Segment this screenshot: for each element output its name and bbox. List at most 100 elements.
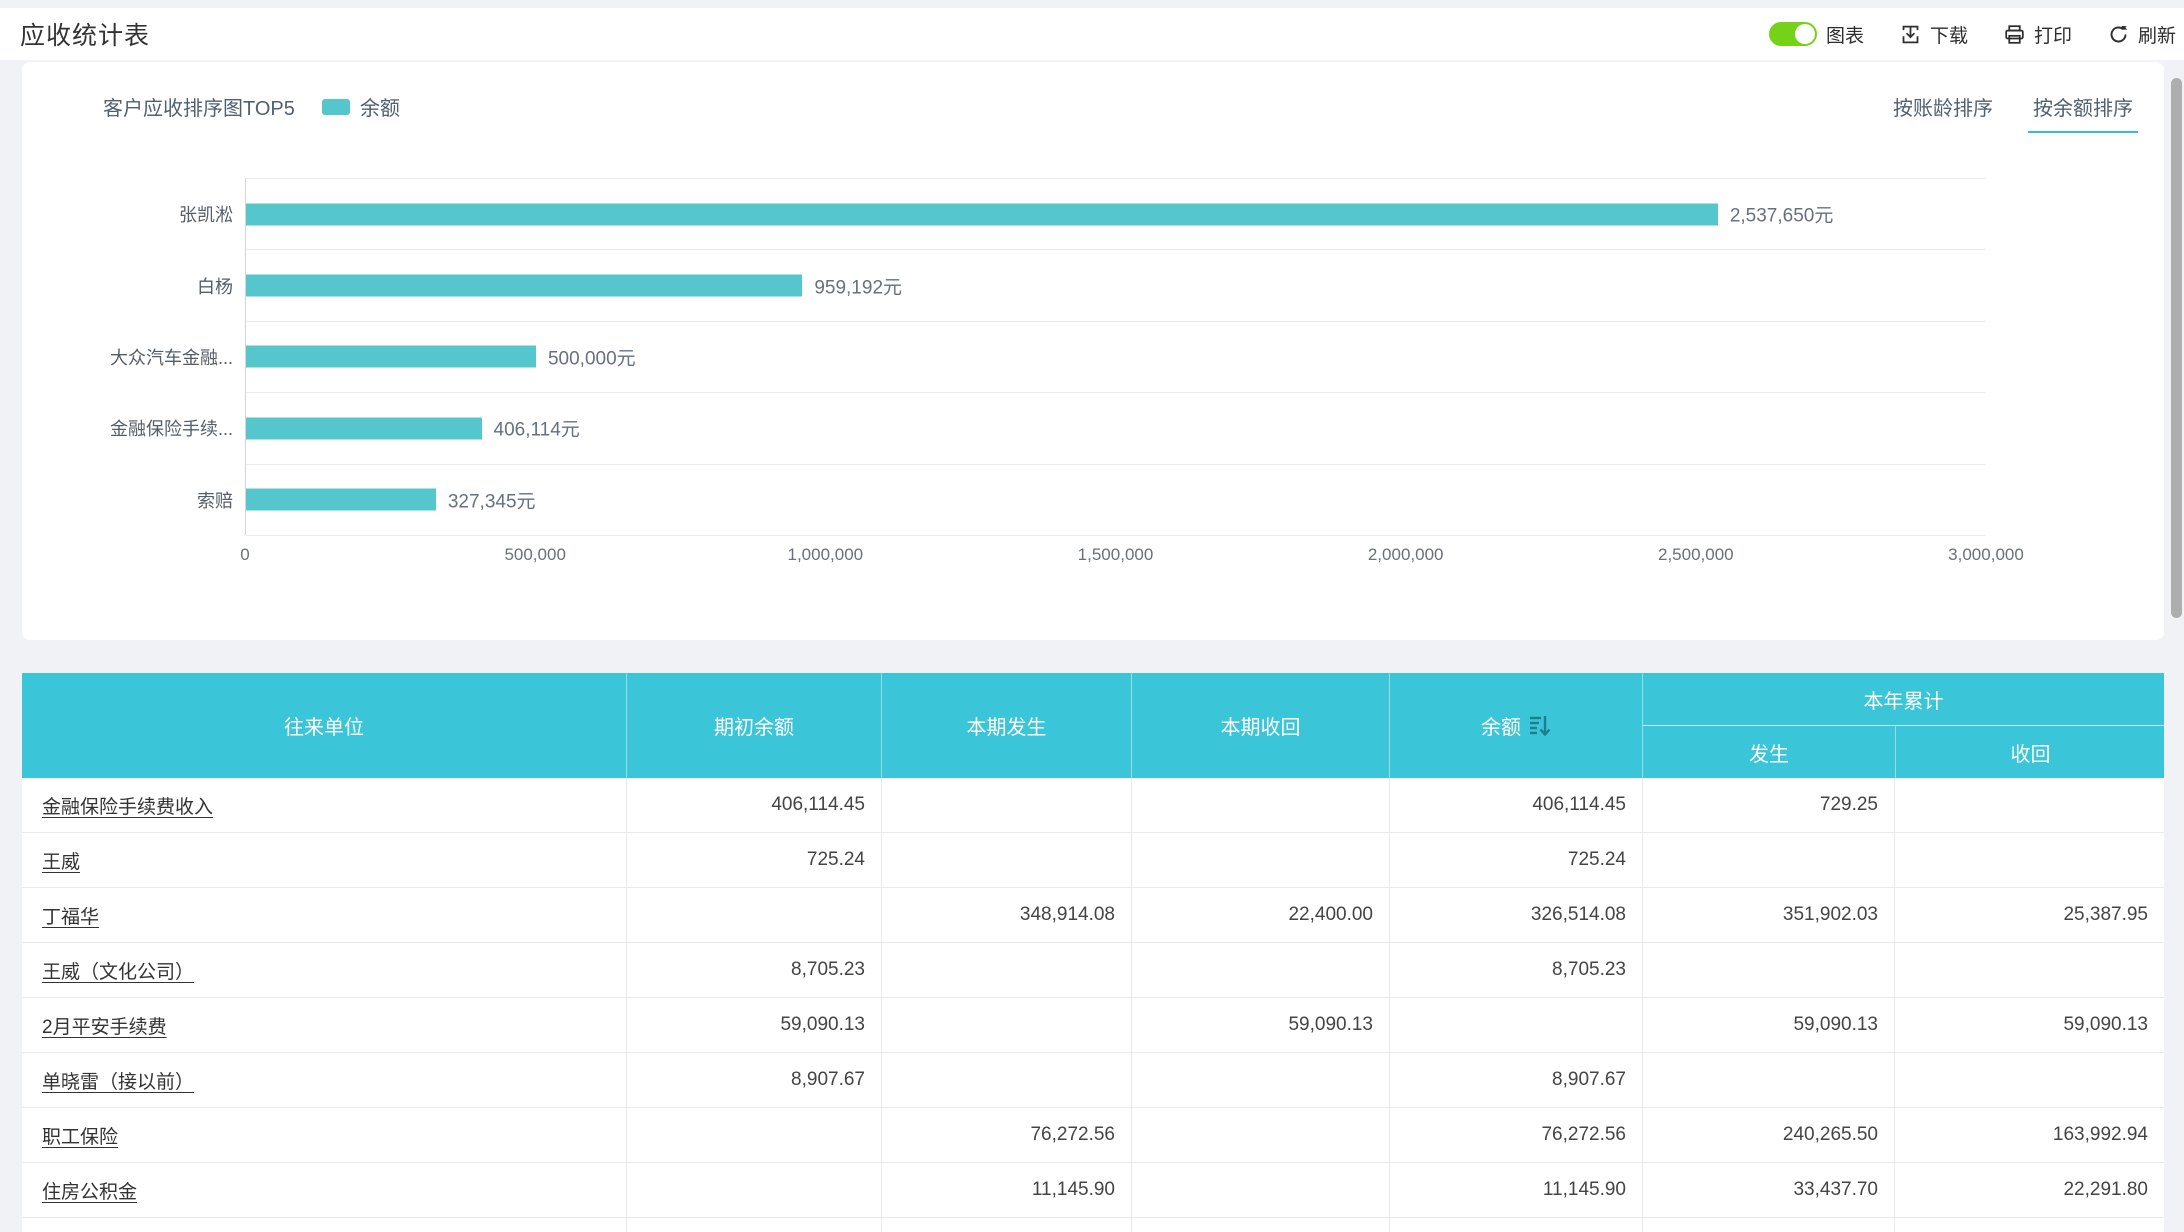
print-label: 打印 — [2033, 25, 2072, 47]
unit-link[interactable]: 丁福华 — [42, 906, 100, 928]
unit-link[interactable]: 职工保险 — [42, 1126, 119, 1148]
col-header-current-incurred: 本期发生 — [881, 673, 1131, 778]
x-axis: 0 500,000 1,000,000 1,500,000 2,000,000 … — [240, 545, 2024, 569]
bar — [246, 488, 436, 511]
cell-balance: 8,705.23 — [1389, 943, 1642, 997]
print-button[interactable]: 打印 — [2004, 21, 2072, 48]
x-axis-tick: 500,000 — [504, 545, 566, 564]
cell-current-recovered — [1131, 1163, 1389, 1217]
table-row: 单晓雷（接以前） 8,907.67 8,907.67 — [22, 1053, 2164, 1108]
cell-current-incurred: 348,914.08 — [881, 888, 1131, 942]
table-row: 金融保险手续费收入 406,114.45 406,114.45 729.25 — [22, 778, 2164, 833]
table-row: 住房公积金 11,145.90 11,145.90 33,437.70 22,2… — [22, 1163, 2164, 1218]
bar-row: 金融保险手续... 406,114元 — [110, 393, 1986, 465]
table-row: 王威（文化公司） 8,705.23 8,705.23 — [22, 943, 2164, 998]
cell-current-incurred — [881, 1053, 1131, 1107]
cell-year-recovered: 163,992.94 — [1894, 1108, 2164, 1162]
bar-value-label: 500,000元 — [547, 348, 636, 370]
chart-toggle-switch[interactable] — [1768, 22, 1817, 46]
category-label: 金融保险手续... — [109, 419, 233, 440]
category-label: 张凯淞 — [179, 205, 233, 226]
chart-sort-tabs: 按账龄排序 按余额排序 — [1888, 86, 2138, 133]
cell-current-incurred: 76,272.56 — [881, 1108, 1131, 1162]
col-header-balance-sortable[interactable]: 余额 — [1389, 673, 1642, 778]
cell-current-recovered — [1131, 943, 1389, 997]
cell-current-incurred — [881, 943, 1131, 997]
refresh-button[interactable]: 刷新 — [2108, 21, 2176, 48]
cell-year-incurred: 33,437.70 — [1642, 1163, 1894, 1217]
year-total-subheaders: 发生 收回 — [1643, 726, 2164, 778]
cell-current-recovered — [1131, 1108, 1389, 1162]
bar-row: 白杨 959,192元 — [197, 250, 1986, 322]
cell-opening-balance: 8,907.67 — [626, 1053, 881, 1107]
table-row: 王威 725.24 725.24 — [22, 833, 2164, 888]
category-label: 索赔 — [197, 490, 233, 511]
cell-current-incurred: 11,145.90 — [881, 1163, 1131, 1217]
category-label: 白杨 — [197, 276, 233, 297]
unit-link[interactable]: 住房公积金 — [42, 1181, 138, 1203]
col-header-year-recovered: 收回 — [1895, 726, 2164, 778]
bar — [246, 203, 1718, 226]
bar — [246, 274, 803, 297]
cell-year-recovered — [1894, 778, 2164, 832]
unit-link[interactable]: 王威 — [42, 851, 81, 873]
chart-toggle[interactable]: 图表 — [1768, 21, 1864, 48]
cell-year-incurred — [1642, 1053, 1894, 1107]
category-label: 大众汽车金融... — [109, 347, 233, 368]
unit-link[interactable]: 单晓雷（接以前） — [42, 1071, 195, 1093]
bar-value-label: 406,114元 — [493, 419, 580, 441]
col-group-year-total: 本年累计 发生 收回 — [1642, 673, 2164, 778]
cell-year-incurred: 351,902.03 — [1642, 888, 1894, 942]
cell-balance: 8,907.67 — [1389, 1053, 1642, 1107]
vertical-scrollbar-thumb[interactable] — [2171, 78, 2182, 618]
download-label: 下载 — [1929, 25, 1968, 47]
chart-toggle-label: 图表 — [1825, 25, 1864, 47]
x-axis-tick: 3,000,000 — [1948, 545, 2024, 564]
legend-label: 余额 — [360, 98, 400, 120]
col-header-year-incurred: 发生 — [1749, 743, 1789, 766]
col-header-opening-balance: 期初余额 — [626, 673, 881, 778]
col-header-unit: 往来单位 — [284, 717, 364, 739]
download-button[interactable]: 下载 — [1900, 21, 1968, 48]
cell-current-recovered: 22,400.00 — [1131, 888, 1389, 942]
cell-opening-balance: 8,705.23 — [626, 943, 881, 997]
print-icon — [2005, 24, 2024, 44]
sort-descending-icon — [1530, 715, 1551, 736]
cell-year-incurred: 729.25 — [1642, 778, 1894, 832]
cell-balance: 76,272.56 — [1389, 1108, 1642, 1162]
tab-sort-by-age[interactable]: 按账龄排序 — [1893, 98, 1993, 120]
cell-current-recovered — [1131, 778, 1389, 832]
bar — [246, 345, 536, 368]
unit-link[interactable]: 2月平安手续费 — [42, 1016, 167, 1038]
bar-chart-plot: 张凯淞 2,537,650元 白杨 959,192元 大众汽车金融... 500… — [110, 178, 1986, 536]
top-bar: 应收统计表 图表 下载 打印 — [0, 8, 2184, 60]
legend-item-balance[interactable]: 余额 — [322, 92, 400, 121]
chart-card: 客户应收排序图TOP5 余额 按账龄排序 按余额排序 张凯淞 2,537,650… — [22, 62, 2164, 640]
cell-current-recovered — [1131, 833, 1389, 887]
cell-current-recovered — [1131, 1053, 1389, 1107]
bar-value-label: 2,537,650元 — [1729, 205, 1834, 227]
cell-year-recovered — [1894, 943, 2164, 997]
unit-link[interactable]: 金融保险手续费收入 — [42, 796, 214, 818]
top-actions: 图表 下载 打印 刷新 — [1768, 8, 2176, 60]
x-axis-tick: 2,500,000 — [1657, 545, 1734, 564]
download-icon — [1902, 25, 1919, 43]
cell-current-incurred — [881, 778, 1131, 832]
chart-title: 客户应收排序图TOP5 — [103, 98, 295, 120]
cell-opening-balance — [626, 1163, 881, 1217]
col-header-current-recovered: 本期收回 — [1131, 673, 1389, 778]
cell-year-recovered: 25,387.95 — [1894, 888, 2164, 942]
cell-current-recovered: 59,090.13 — [1131, 998, 1389, 1052]
table-row: 职工保险 76,272.56 76,272.56 240,265.50 163,… — [22, 1108, 2164, 1163]
cell-year-incurred: 240,265.50 — [1642, 1108, 1894, 1162]
cell-balance: 11,145.90 — [1389, 1163, 1642, 1217]
tab-sort-by-balance[interactable]: 按余额排序 — [2028, 86, 2138, 133]
page-title: 应收统计表 — [20, 22, 151, 50]
bar-value-label: 327,345元 — [447, 491, 536, 513]
bar-row: 大众汽车金融... 500,000元 — [110, 322, 1986, 394]
cell-year-recovered: 22,291.80 — [1894, 1163, 2164, 1217]
refresh-label: 刷新 — [2137, 25, 2176, 47]
unit-link[interactable]: 王威（文化公司） — [42, 961, 195, 983]
cell-year-incurred — [1642, 833, 1894, 887]
cell-opening-balance: 725.24 — [626, 833, 881, 887]
